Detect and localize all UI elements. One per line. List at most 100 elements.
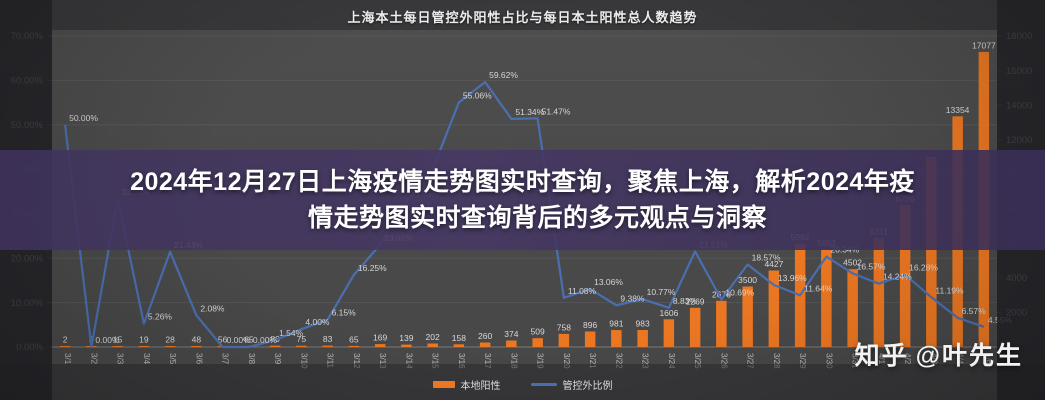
x-axis-tick-label: 4/1 [877, 353, 886, 365]
bar-value-label: 56 [218, 335, 228, 345]
bar-value-label: 169 [373, 333, 387, 343]
chart-title: 上海本土每日管控外阳性占比与每日本土阳性总人数趋势 [347, 10, 698, 25]
bar[interactable] [479, 342, 491, 348]
bar[interactable] [164, 346, 176, 347]
bar[interactable] [768, 270, 780, 348]
y-axis-left-tick: 0.00% [16, 342, 43, 353]
line-value-label: 10.77% [647, 287, 676, 297]
legend-item-bar[interactable]: 本地阳性 [432, 377, 501, 392]
y-axis-left-tick: 50.00% [11, 120, 44, 131]
bar[interactable] [558, 333, 570, 347]
bar-value-label: 3500 [738, 275, 757, 285]
x-axis-tick-label: 4/5 [982, 353, 991, 365]
bar-value-label: 2269 [686, 296, 705, 306]
bar-value-label: 260 [478, 331, 492, 341]
bar-value-label: 65 [244, 334, 254, 344]
x-axis-tick-label: 4/2 [903, 353, 912, 365]
bar-value-label: 28 [165, 335, 175, 345]
bar-value-label: 4502 [843, 258, 862, 268]
bar-value-label: 19 [139, 335, 149, 345]
x-axis-tick-label: 3/22 [614, 353, 623, 369]
bar[interactable] [926, 156, 937, 347]
line-value-label: 9.38% [620, 293, 645, 303]
bar[interactable] [269, 345, 281, 347]
line-value-label: 59.62% [489, 70, 518, 80]
bar[interactable] [112, 346, 123, 347]
line-value-label: 55.06% [463, 90, 492, 100]
bar[interactable] [637, 330, 648, 347]
bar[interactable] [611, 330, 622, 347]
x-axis-tick-label: 3/10 [299, 353, 308, 369]
bar[interactable] [742, 286, 753, 348]
line-value-label: 11.19% [935, 285, 964, 295]
watermark: 知乎 @叶先生 [855, 336, 1023, 372]
bar[interactable] [584, 331, 596, 348]
y-axis-right-tick: 16000 [1006, 66, 1032, 77]
line-swatch-icon [530, 383, 557, 386]
x-axis-tick-label: 3/28 [772, 353, 781, 369]
bar-value-label: 4427 [764, 259, 783, 269]
bar[interactable] [59, 346, 71, 347]
line-value-label: 2.08% [200, 303, 225, 313]
overlay-banner-text: 2024年12月27日上海疫情走势图实时查询，聚焦上海，解析2024年疫 情走势… [0, 150, 1045, 250]
watermark-handle: @叶先生 [915, 342, 1023, 370]
line-value-label: 51.34% [515, 107, 544, 117]
x-axis-tick-label: 3/18 [509, 353, 518, 369]
x-axis-tick-label: 3/29 [798, 353, 807, 369]
x-axis-tick-label: 3/17 [483, 353, 492, 369]
bar-value-label: 202 [426, 332, 440, 342]
x-axis-tick-label: 3/31 [851, 353, 860, 369]
line-value-label: 11.64% [804, 283, 833, 293]
bar[interactable] [689, 307, 701, 347]
bar[interactable] [348, 345, 360, 347]
bar-value-label: 83 [323, 334, 333, 344]
line-value-label: 0.00% [95, 335, 120, 345]
line-series[interactable] [64, 81, 985, 349]
bar-value-label: 983 [636, 319, 650, 329]
bar[interactable] [427, 343, 438, 348]
line-value-label: 16.28% [909, 263, 938, 273]
bar[interactable] [716, 300, 727, 347]
bar-value-label: 1606 [659, 308, 678, 318]
bar[interactable] [296, 345, 307, 347]
bar-value-label: 139 [399, 333, 413, 343]
bar[interactable] [374, 344, 386, 347]
bar[interactable] [821, 249, 832, 347]
bar-value-label: 158 [452, 333, 466, 343]
y-axis-right-tick: 14000 [1006, 100, 1032, 111]
x-axis-tick-label: 3/26 [719, 353, 728, 369]
y-axis-right-tick: 18000 [1006, 31, 1032, 42]
bar[interactable] [401, 344, 412, 347]
line-value-label: 4.55% [988, 315, 1013, 325]
bar[interactable] [873, 238, 885, 347]
bar-value-label: 2676 [712, 289, 731, 299]
y-axis-left-tick: 20.00% [11, 253, 44, 264]
bar-value-label: 75 [297, 334, 307, 344]
x-axis-tick-label: 3/19 [536, 353, 545, 369]
x-axis-tick-label: 3/23 [641, 353, 650, 369]
bar-value-label: 509 [531, 327, 545, 337]
x-axis-tick-label: 3/8 [247, 353, 256, 365]
x-axis-tick-label: 3/4 [142, 353, 151, 365]
bar-value-label: 17077 [972, 40, 996, 50]
legend-item-line[interactable]: 管控外比例 [530, 377, 613, 392]
bar-value-label: 65 [349, 334, 359, 344]
bar[interactable] [847, 269, 858, 347]
bar[interactable] [322, 345, 333, 347]
bar[interactable] [663, 319, 675, 347]
bar[interactable] [138, 346, 150, 347]
bar-swatch-icon [432, 381, 455, 388]
bar[interactable] [506, 340, 517, 348]
x-axis-tick-label: 3/9 [273, 353, 282, 365]
bar[interactable] [453, 344, 465, 347]
overlay-line-2: 情走势图实时查询背后的多元观点与洞察 [307, 204, 767, 232]
watermark-brand: 知乎 [854, 342, 909, 370]
line-value-label: 14.24% [883, 272, 912, 282]
x-axis-tick-label: 4/4 [956, 353, 965, 365]
bar[interactable] [191, 346, 202, 347]
x-axis-tick-label: 3/6 [194, 353, 203, 365]
bar[interactable] [532, 338, 543, 347]
x-axis-tick-label: 3/2 [89, 353, 98, 365]
x-axis-tick-label: 3/7 [221, 353, 230, 365]
line-value-label: 18.57% [752, 253, 781, 263]
